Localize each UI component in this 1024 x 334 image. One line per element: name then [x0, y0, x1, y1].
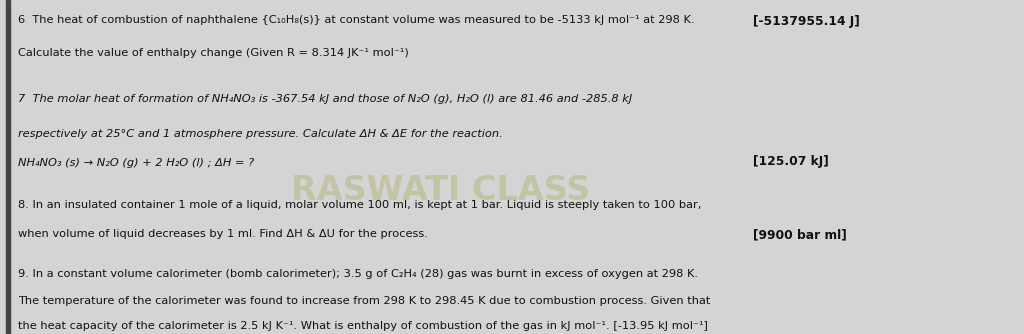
Text: respectively at 25°C and 1 atmosphere pressure. Calculate ΔH & ΔE for the reacti: respectively at 25°C and 1 atmosphere pr… [18, 129, 503, 139]
Text: [-5137955.14 J]: [-5137955.14 J] [753, 15, 859, 28]
Bar [6, 0, 10, 334]
Text: Calculate the value of enthalpy change (Given R = 8.314 JK⁻¹ mol⁻¹): Calculate the value of enthalpy change (… [18, 48, 410, 58]
Text: The temperature of the calorimeter was found to increase from 298 K to 298.45 K : The temperature of the calorimeter was f… [18, 296, 711, 306]
Text: 8. In an insulated container 1 mole of a liquid, molar volume 100 ml, is kept at: 8. In an insulated container 1 mole of a… [18, 200, 701, 210]
Text: [125.07 kJ]: [125.07 kJ] [753, 155, 828, 168]
Text: [9900 bar ml]: [9900 bar ml] [753, 229, 847, 242]
Text: when volume of liquid decreases by 1 ml. Find ΔH & ΔU for the process.: when volume of liquid decreases by 1 ml.… [18, 229, 428, 239]
Text: NH₄NO₃ (s) → N₂O (g) + 2 H₂O (l) ; ΔH = ?: NH₄NO₃ (s) → N₂O (g) + 2 H₂O (l) ; ΔH = … [18, 158, 255, 168]
Text: RASWATI CLASS: RASWATI CLASS [291, 174, 590, 207]
Text: 6  The heat of combustion of naphthalene {C₁₀H₈(s)} at constant volume was measu: 6 The heat of combustion of naphthalene … [18, 15, 695, 25]
Text: the heat capacity of the calorimeter is 2.5 kJ K⁻¹. What is enthalpy of combusti: the heat capacity of the calorimeter is … [18, 321, 709, 331]
Text: 9. In a constant volume calorimeter (bomb calorimeter); 3.5 g of C₂H₄ (28) gas w: 9. In a constant volume calorimeter (bom… [18, 269, 698, 279]
Text: 7  The molar heat of formation of NH₄NO₃ is -367.54 kJ and those of N₂O (g), H₂O: 7 The molar heat of formation of NH₄NO₃ … [18, 94, 633, 104]
